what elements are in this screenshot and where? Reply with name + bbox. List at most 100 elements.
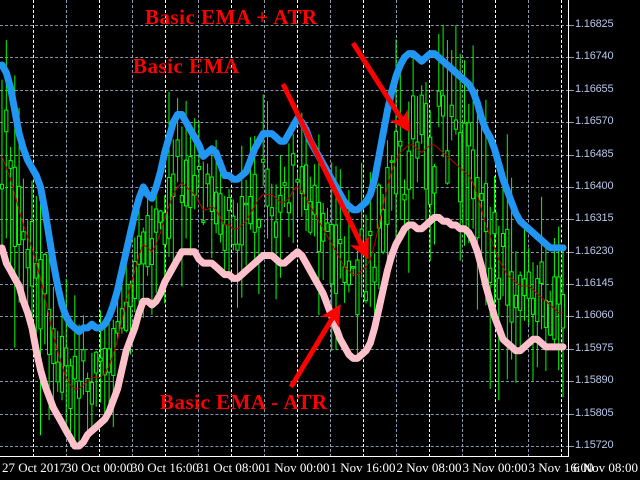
candle-body xyxy=(269,207,274,217)
candle-body xyxy=(68,365,73,409)
candle-body xyxy=(449,104,454,118)
candle-body xyxy=(209,176,214,212)
candle-body xyxy=(244,202,249,206)
candle-body xyxy=(398,140,403,147)
annotation-label-ema-minus-atr: Basic EMA - ATR xyxy=(160,390,328,414)
candle-body xyxy=(483,183,488,233)
candle-body xyxy=(77,380,82,399)
price-label: 1.16400 xyxy=(575,180,614,192)
annotation-label-ema-plus-atr: Basic EMA + ATR xyxy=(145,5,318,29)
candle-body xyxy=(500,233,506,247)
candle-body xyxy=(441,95,446,117)
candle-body xyxy=(376,184,381,229)
gridline-horizontal xyxy=(0,252,569,253)
time-label: 30 Oct 00:00 xyxy=(65,460,133,475)
candle-body xyxy=(184,159,189,207)
price-tick xyxy=(569,252,574,253)
candle-body xyxy=(111,328,116,376)
price-label: 1.15890 xyxy=(575,374,614,386)
gridline-horizontal xyxy=(0,446,569,447)
gridline-horizontal xyxy=(0,316,569,317)
candle-body xyxy=(282,182,287,186)
gridline-horizontal xyxy=(0,90,569,91)
time-label: 3 Nov 00:00 xyxy=(462,460,528,475)
gridline-horizontal xyxy=(0,349,569,350)
gridline-vertical-major xyxy=(495,0,496,457)
price-tick xyxy=(569,90,574,91)
plot-right-border xyxy=(568,0,569,457)
candle-body xyxy=(385,167,390,225)
candle-body xyxy=(543,299,548,328)
candle-body xyxy=(81,349,86,362)
candle-body xyxy=(346,260,351,286)
gridline-vertical xyxy=(528,0,529,457)
candle-body xyxy=(406,150,411,190)
price-scale[interactable]: 1.16825 1.16740 1.16655 1.16570 1.16485 1.164… xyxy=(569,0,640,457)
candle-body xyxy=(539,261,544,284)
candle-body xyxy=(471,149,476,200)
price-label: 1.16230 xyxy=(575,245,614,257)
candle-body xyxy=(513,294,518,309)
candle-body xyxy=(192,174,197,196)
gridline-horizontal xyxy=(0,57,569,58)
price-tick xyxy=(569,187,574,188)
candle-body xyxy=(42,253,47,295)
candle-body xyxy=(119,308,125,329)
candle-body xyxy=(218,193,223,235)
candle-body xyxy=(12,166,17,247)
candle-body xyxy=(179,195,185,203)
candle-body xyxy=(94,351,99,374)
candle-body xyxy=(145,215,150,268)
candle-body xyxy=(89,381,95,405)
price-tick xyxy=(569,57,574,58)
candle-body xyxy=(107,348,112,373)
candle-body xyxy=(321,212,326,242)
gridline-vertical xyxy=(264,0,265,457)
gridline-vertical xyxy=(66,0,67,457)
candle-body xyxy=(175,139,180,157)
plot-area[interactable] xyxy=(0,0,569,457)
candle-body xyxy=(278,194,283,213)
candle-body xyxy=(552,276,557,340)
candle-body xyxy=(201,220,206,224)
price-tick xyxy=(569,446,574,447)
price-tick xyxy=(569,414,574,415)
candle-body xyxy=(72,355,77,380)
time-scale[interactable]: 27 Oct 2017 30 Oct 00:00 30 Oct 16:00 31 Oc… xyxy=(0,457,640,480)
candle-body xyxy=(338,239,343,245)
price-label: 1.15720 xyxy=(575,439,614,451)
candle-body xyxy=(368,231,373,236)
candle-body xyxy=(4,109,9,133)
candle-body xyxy=(59,335,65,393)
time-label: 30 Oct 16:00 xyxy=(131,460,199,475)
price-tick xyxy=(569,122,574,123)
time-label: 27 Oct 2017 xyxy=(2,460,67,475)
gridline-horizontal xyxy=(0,414,569,415)
candle-body xyxy=(34,263,39,279)
candle-body xyxy=(518,274,523,311)
candle-body xyxy=(171,173,176,198)
candle-body xyxy=(342,266,347,283)
candle-body xyxy=(496,277,501,300)
candle-body xyxy=(286,202,291,214)
candle-body xyxy=(432,166,437,194)
candle-body xyxy=(411,95,416,140)
candle-body xyxy=(115,321,120,334)
price-label: 1.16825 xyxy=(575,18,614,30)
price-label: 1.16740 xyxy=(575,50,614,62)
candle-body xyxy=(102,348,107,376)
candle-body xyxy=(479,193,484,201)
candle-body xyxy=(355,259,360,316)
candle-body xyxy=(351,266,356,269)
candle-body xyxy=(522,278,527,297)
candle-body xyxy=(325,222,330,232)
price-tick xyxy=(569,155,574,156)
candle-body xyxy=(55,361,60,383)
candle-body xyxy=(548,301,553,336)
price-label: 1.15975 xyxy=(575,342,614,354)
candle-body xyxy=(466,122,471,147)
candle-body xyxy=(509,271,514,323)
price-label: 1.16485 xyxy=(575,148,614,160)
candle-body xyxy=(299,166,304,194)
